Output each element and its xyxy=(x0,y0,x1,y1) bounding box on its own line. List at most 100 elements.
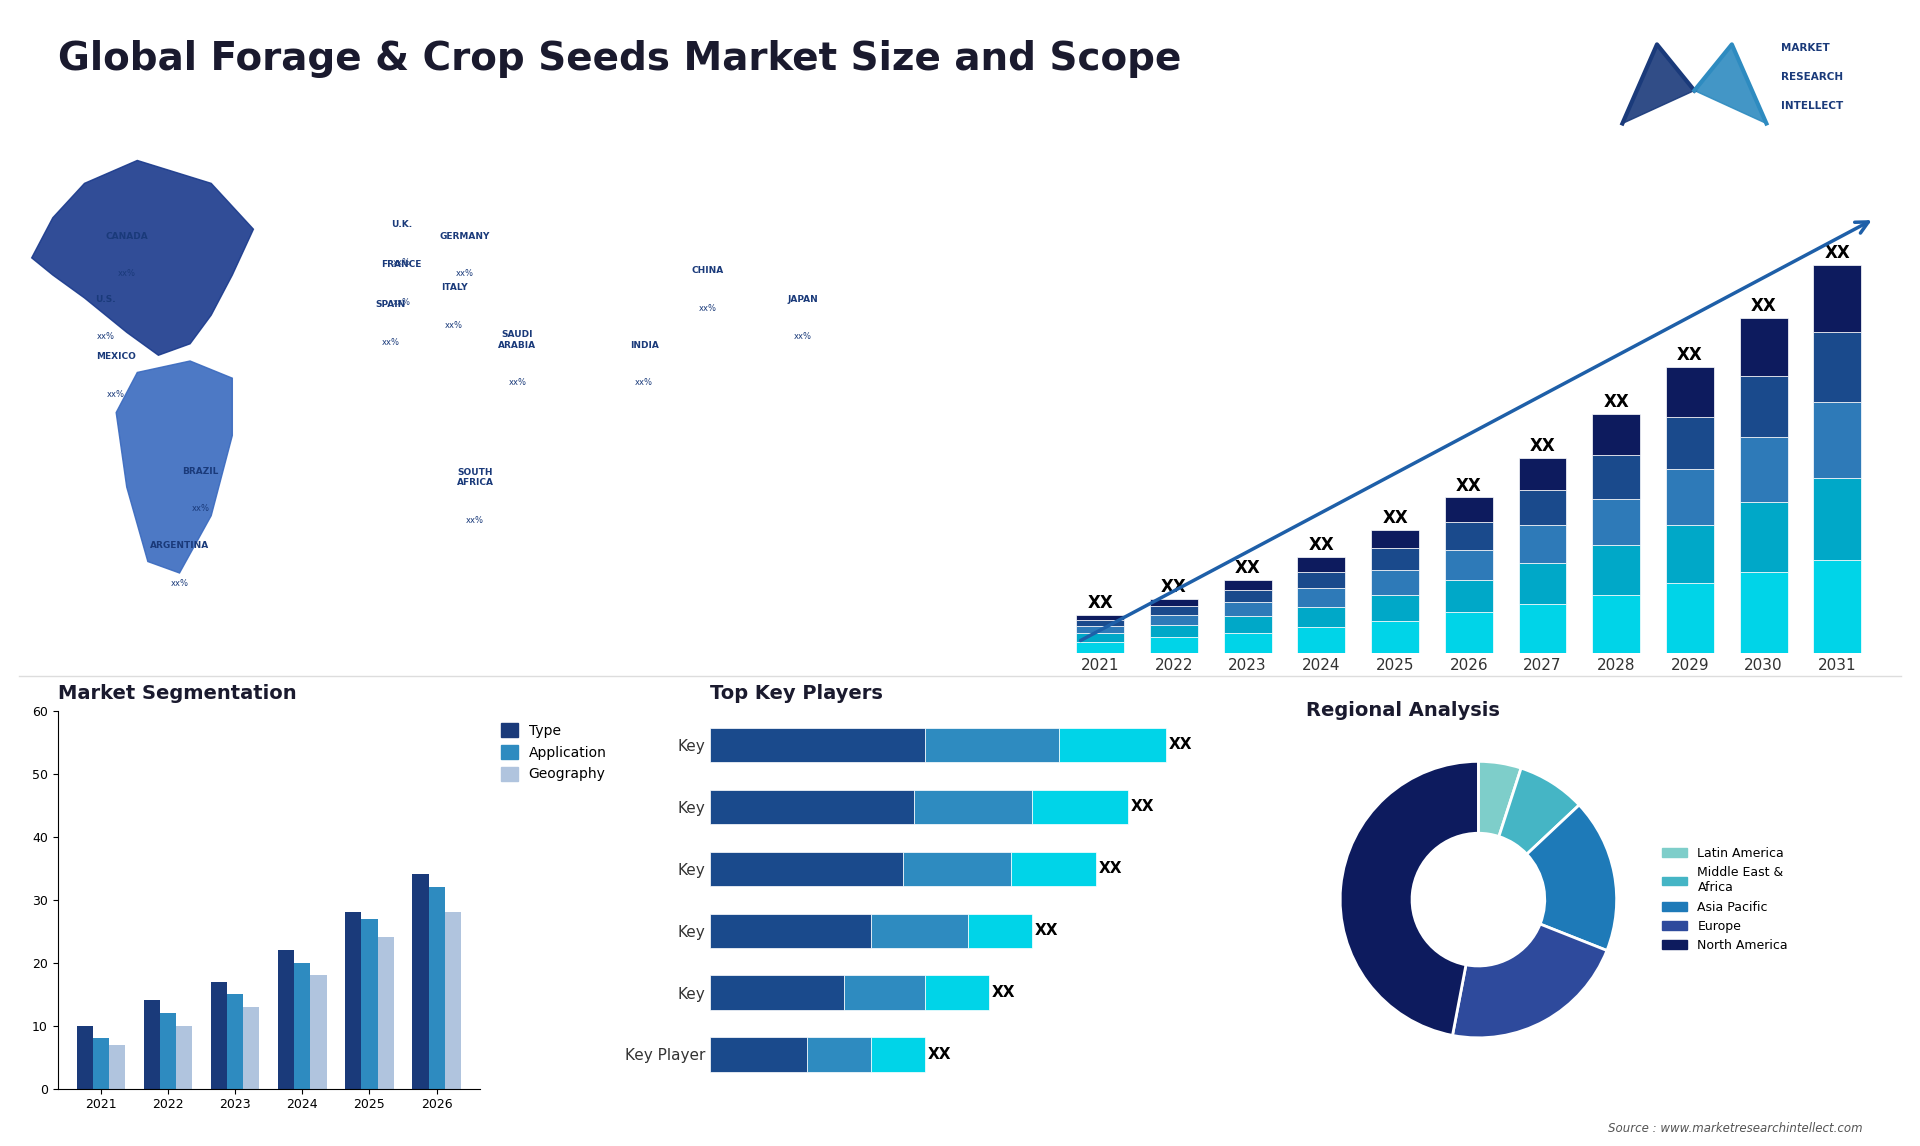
Bar xyxy=(872,1037,925,1072)
Bar xyxy=(1031,790,1129,824)
Text: GERMANY: GERMANY xyxy=(440,231,490,241)
Bar xyxy=(1223,580,1271,590)
Polygon shape xyxy=(115,361,232,573)
Polygon shape xyxy=(31,160,253,355)
Wedge shape xyxy=(1500,768,1578,854)
Text: XX: XX xyxy=(1169,737,1192,752)
Bar xyxy=(1150,637,1198,653)
Text: xx%: xx% xyxy=(392,258,411,267)
Bar xyxy=(1446,550,1492,580)
Bar xyxy=(445,912,461,1089)
Bar xyxy=(1740,317,1788,376)
Text: MEXICO: MEXICO xyxy=(96,352,136,361)
Wedge shape xyxy=(1453,924,1607,1038)
Bar xyxy=(227,994,244,1089)
Bar xyxy=(710,975,845,1010)
Text: Market Segmentation: Market Segmentation xyxy=(58,684,296,704)
Bar xyxy=(1298,572,1346,588)
Bar xyxy=(872,913,968,948)
Bar xyxy=(144,1000,159,1089)
Bar xyxy=(914,790,1031,824)
Bar xyxy=(902,851,1010,886)
Text: Source : www.marketresearchintellect.com: Source : www.marketresearchintellect.com xyxy=(1607,1122,1862,1135)
Text: XX: XX xyxy=(1455,477,1482,495)
Wedge shape xyxy=(1526,804,1617,950)
Bar xyxy=(968,913,1031,948)
Bar xyxy=(1592,545,1640,595)
Text: XX: XX xyxy=(1676,346,1703,364)
Bar xyxy=(1812,266,1860,332)
Bar xyxy=(109,1045,125,1089)
Bar xyxy=(1812,478,1860,560)
Bar xyxy=(1592,414,1640,455)
Text: xx%: xx% xyxy=(509,378,526,387)
Bar xyxy=(1740,502,1788,572)
Bar xyxy=(1077,615,1125,620)
Wedge shape xyxy=(1340,761,1478,1035)
Bar xyxy=(1446,497,1492,521)
Text: XX: XX xyxy=(1035,923,1058,939)
Bar xyxy=(1812,560,1860,653)
Bar xyxy=(77,1026,92,1089)
Bar xyxy=(806,1037,872,1072)
Text: Global Forage & Crop Seeds Market Size and Scope: Global Forage & Crop Seeds Market Size a… xyxy=(58,40,1181,78)
Bar xyxy=(1150,606,1198,614)
Bar xyxy=(1298,627,1346,653)
Bar xyxy=(159,1013,177,1089)
Bar xyxy=(1223,617,1271,633)
Bar xyxy=(1667,470,1715,525)
Text: U.K.: U.K. xyxy=(390,220,413,229)
Bar xyxy=(1077,633,1125,642)
Text: XX: XX xyxy=(1603,393,1628,411)
Bar xyxy=(925,975,989,1010)
Text: SPAIN: SPAIN xyxy=(376,300,405,309)
Bar xyxy=(710,913,872,948)
Bar xyxy=(1446,612,1492,653)
Bar xyxy=(1223,633,1271,653)
Text: XX: XX xyxy=(1309,536,1334,554)
Bar xyxy=(1592,499,1640,545)
Text: XX: XX xyxy=(1098,861,1123,877)
Bar xyxy=(1150,614,1198,626)
Text: xx%: xx% xyxy=(392,298,411,307)
Text: xx%: xx% xyxy=(636,378,653,387)
Bar xyxy=(244,1006,259,1089)
Bar xyxy=(710,851,902,886)
Bar xyxy=(1519,563,1567,604)
Text: U.S.: U.S. xyxy=(96,295,115,304)
Text: XX: XX xyxy=(1131,799,1154,814)
Text: xx%: xx% xyxy=(793,332,812,342)
Bar xyxy=(428,887,445,1089)
Bar xyxy=(1740,438,1788,502)
Bar xyxy=(211,981,227,1089)
Text: FRANCE: FRANCE xyxy=(380,260,422,269)
Bar xyxy=(845,975,925,1010)
Bar xyxy=(1077,620,1125,626)
Bar xyxy=(346,912,361,1089)
Text: ARGENTINA: ARGENTINA xyxy=(150,541,209,550)
Bar xyxy=(1298,606,1346,627)
Bar xyxy=(1371,621,1419,653)
Wedge shape xyxy=(1478,761,1521,837)
Text: JAPAN: JAPAN xyxy=(787,295,818,304)
Text: XX: XX xyxy=(1751,297,1776,315)
Bar xyxy=(1667,368,1715,417)
Text: XX: XX xyxy=(993,986,1016,1000)
Bar xyxy=(294,963,311,1089)
Text: xx%: xx% xyxy=(108,390,125,399)
Text: XX: XX xyxy=(1530,437,1555,455)
Bar xyxy=(1150,599,1198,606)
Bar xyxy=(1223,602,1271,617)
Text: XX: XX xyxy=(1087,595,1114,612)
Bar xyxy=(1740,376,1788,438)
Bar xyxy=(1298,557,1346,572)
Text: XX: XX xyxy=(1824,244,1851,262)
Bar xyxy=(1223,590,1271,602)
Bar xyxy=(1010,851,1096,886)
Text: xx%: xx% xyxy=(171,579,188,588)
Text: Regional Analysis: Regional Analysis xyxy=(1306,700,1500,720)
Bar xyxy=(1298,588,1346,606)
Text: xx%: xx% xyxy=(192,504,209,513)
Bar xyxy=(1592,455,1640,499)
Text: xx%: xx% xyxy=(699,304,716,313)
